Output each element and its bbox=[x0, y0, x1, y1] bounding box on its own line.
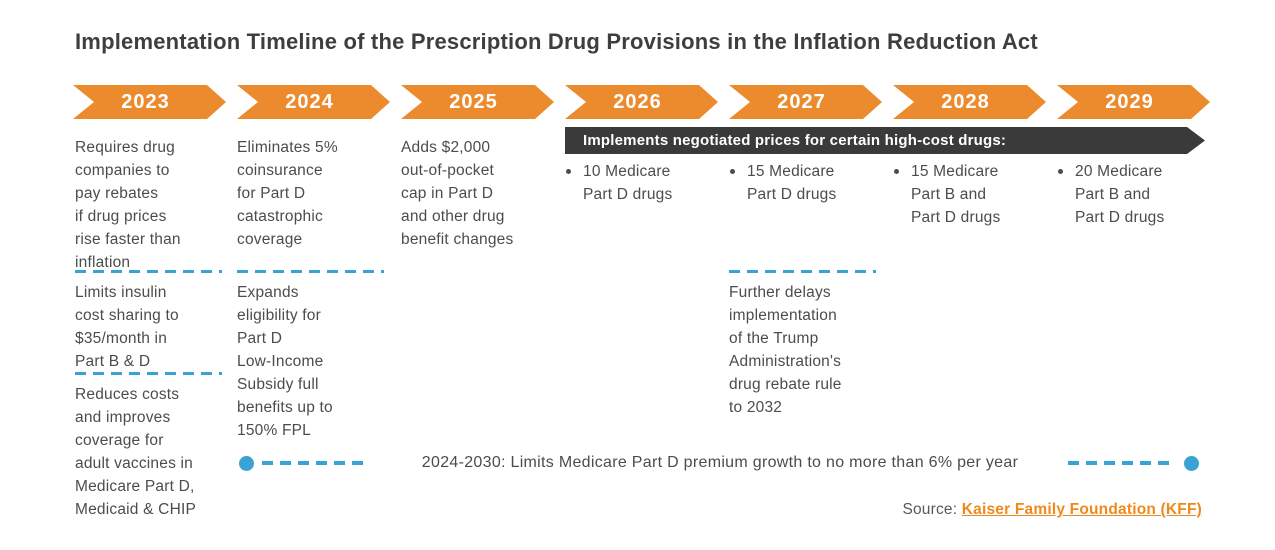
dashed-divider bbox=[729, 270, 876, 273]
timeline-endpoint-icon bbox=[239, 456, 254, 471]
list-item-2029-drugs: 20 Medicare Part B and Part D drugs bbox=[1058, 160, 1164, 229]
list-item-text: 15 Medicare Part B and Part D drugs bbox=[911, 163, 1001, 226]
negotiated-prices-banner-label: Implements negotiated prices for certain… bbox=[583, 132, 1007, 149]
year-arrow-2023: 2023 bbox=[73, 85, 226, 119]
year-arrow-2024-label: 2024 bbox=[285, 90, 334, 113]
bullet-icon bbox=[894, 169, 899, 174]
dashed-divider bbox=[237, 270, 384, 273]
source-label: Source: bbox=[902, 501, 962, 518]
year-arrow-2023-label: 2023 bbox=[121, 90, 170, 113]
year-arrow-2025: 2025 bbox=[401, 85, 554, 119]
year-arrow-2029: 2029 bbox=[1057, 85, 1210, 119]
bullet-icon bbox=[730, 169, 735, 174]
provision-2024-lis-subsidy: Expands eligibility for Part D Low-Incom… bbox=[237, 284, 333, 439]
source-link-kff[interactable]: Kaiser Family Foundation (KFF) bbox=[961, 501, 1202, 518]
dashed-connector bbox=[262, 461, 368, 465]
year-arrow-2028-label: 2028 bbox=[941, 90, 990, 113]
list-item-2027-drugs: 15 Medicare Part D drugs bbox=[730, 160, 836, 206]
timeline-endpoint-icon bbox=[1184, 456, 1199, 471]
year-arrow-2027: 2027 bbox=[729, 85, 882, 119]
dashed-connector bbox=[1068, 461, 1176, 465]
year-arrow-2028: 2028 bbox=[893, 85, 1046, 119]
dashed-divider bbox=[75, 372, 222, 375]
bullet-icon bbox=[566, 169, 571, 174]
bullet-icon bbox=[1058, 169, 1063, 174]
dashed-divider bbox=[75, 270, 222, 273]
year-arrow-2026: 2026 bbox=[565, 85, 718, 119]
source-line: Source: Kaiser Family Foundation (KFF) bbox=[902, 501, 1202, 519]
negotiated-prices-banner: Implements negotiated prices for certain… bbox=[565, 127, 1205, 154]
year-arrow-2029-label: 2029 bbox=[1105, 90, 1154, 113]
provision-2023-rebates: Requires drug companies to pay rebates i… bbox=[75, 139, 181, 271]
year-arrow-2026-label: 2026 bbox=[613, 90, 662, 113]
list-item-2028-drugs: 15 Medicare Part B and Part D drugs bbox=[894, 160, 1000, 229]
provision-2027-rebate-rule-delay: Further delays implementation of the Tru… bbox=[729, 284, 842, 416]
year-arrow-2025-label: 2025 bbox=[449, 90, 498, 113]
list-item-text: 15 Medicare Part D drugs bbox=[747, 163, 837, 203]
list-item-2026-drugs: 10 Medicare Part D drugs bbox=[566, 160, 672, 206]
list-item-text: 10 Medicare Part D drugs bbox=[583, 163, 673, 203]
provision-2025-oop-cap: Adds $2,000 out-of-pocket cap in Part D … bbox=[401, 139, 514, 248]
year-arrow-2027-label: 2027 bbox=[777, 90, 826, 113]
year-arrow-2024: 2024 bbox=[237, 85, 390, 119]
provision-2023-insulin-cap: Limits insulin cost sharing to $35/month… bbox=[75, 284, 179, 370]
provision-2024-coinsurance: Eliminates 5% coinsurance for Part D cat… bbox=[237, 139, 338, 248]
premium-growth-note: 2024-2030: Limits Medicare Part D premiu… bbox=[421, 454, 1019, 471]
page-title: Implementation Timeline of the Prescript… bbox=[75, 29, 1038, 54]
list-item-text: 20 Medicare Part B and Part D drugs bbox=[1075, 163, 1165, 226]
provision-2023-vaccines: Reduces costs and improves coverage for … bbox=[75, 386, 197, 518]
